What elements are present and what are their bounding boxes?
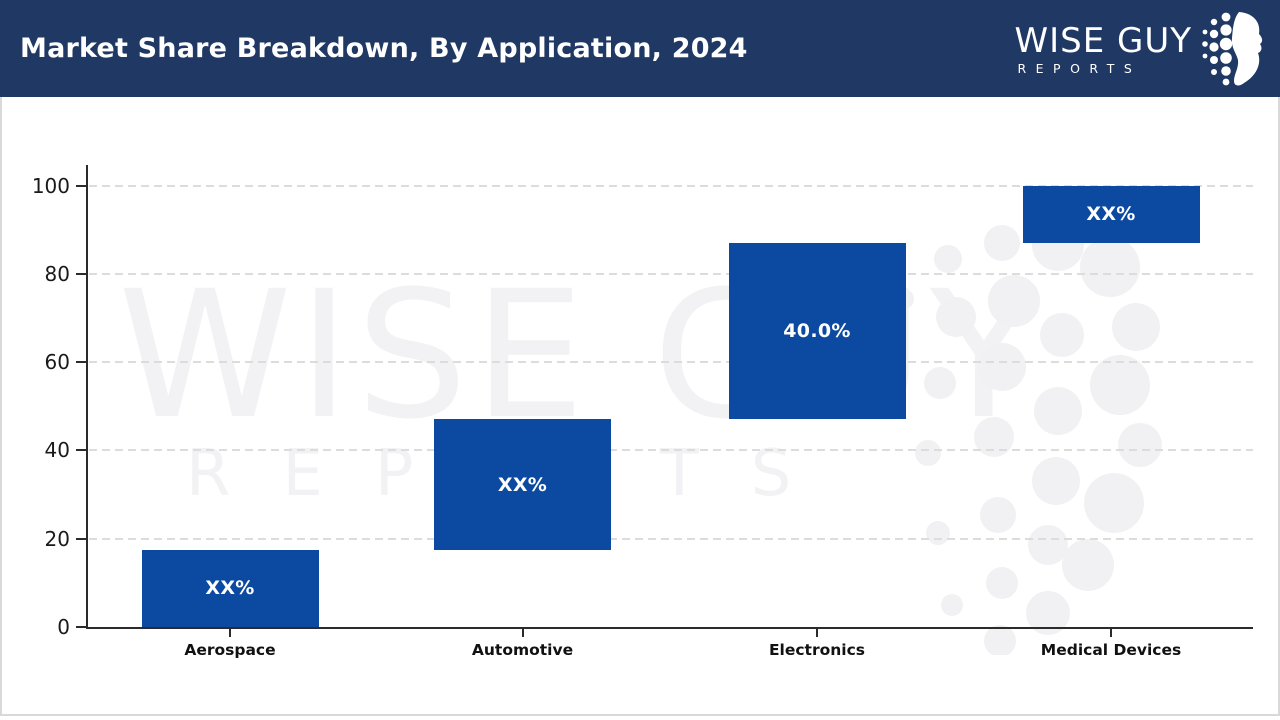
x-tick-3 [816, 629, 818, 637]
bar-value-label: XX% [1086, 203, 1136, 226]
y-tick-label-100: 100 [31, 173, 70, 198]
watermark-dotted-head [879, 219, 1162, 655]
x-tick-label-4: Medical Devices [1040, 641, 1182, 659]
y-tick-label-20: 20 [44, 526, 70, 551]
y-tick-label-0: 0 [57, 615, 70, 639]
x-tick-label-3: Electronics [768, 641, 866, 659]
y-tick-label-80: 80 [44, 261, 70, 286]
frame-bottom [0, 714, 1280, 716]
gridline-20 [89, 537, 1253, 540]
x-tick-label-1: Aerospace [184, 641, 276, 659]
y-tick-label-40: 40 [44, 438, 70, 463]
y-axis-line [86, 165, 88, 629]
page-title: Market Share Breakdown, By Application, … [20, 33, 748, 64]
y-tick-60 [76, 361, 86, 364]
brand-logo: WISE GUY REPORTS [1014, 8, 1264, 92]
bar-value-label: XX% [205, 577, 255, 600]
frame-right [1278, 97, 1280, 716]
frame-left [0, 97, 2, 716]
bar-electronics: 40.0% [728, 242, 906, 420]
brand-logo-text: WISE GUY REPORTS [1014, 20, 1192, 77]
y-tick-20 [76, 537, 86, 540]
x-tick-1 [229, 629, 231, 637]
gridline-80 [89, 272, 1253, 275]
bar-value-label: 40.0% [783, 320, 851, 343]
x-tick-2 [521, 629, 524, 637]
x-tick-4 [1110, 629, 1112, 637]
y-tick-80 [76, 272, 86, 275]
y-tick-0 [76, 626, 86, 628]
y-tick-100 [76, 184, 86, 187]
y-tick-label-60: 60 [44, 350, 70, 375]
gridline-60 [89, 361, 1253, 364]
x-axis-line [86, 627, 1253, 629]
gridline-100 [89, 184, 1253, 187]
y-tick-40 [76, 449, 86, 452]
header-bar: Market Share Breakdown, By Application, … [0, 0, 1280, 97]
brand-subtitle: REPORTS [1017, 61, 1142, 77]
bar-automotive: XX% [434, 419, 611, 550]
bar-medical-devices: XX% [1022, 185, 1200, 243]
x-tick-label-2: Automotive [471, 641, 574, 659]
gridline-40 [89, 449, 1253, 452]
bar-value-label: XX% [497, 473, 548, 496]
bar-aerospace: XX% [141, 549, 319, 627]
brand-name: WISE GUY [1014, 20, 1192, 61]
dotted-head-icon [1202, 12, 1263, 86]
